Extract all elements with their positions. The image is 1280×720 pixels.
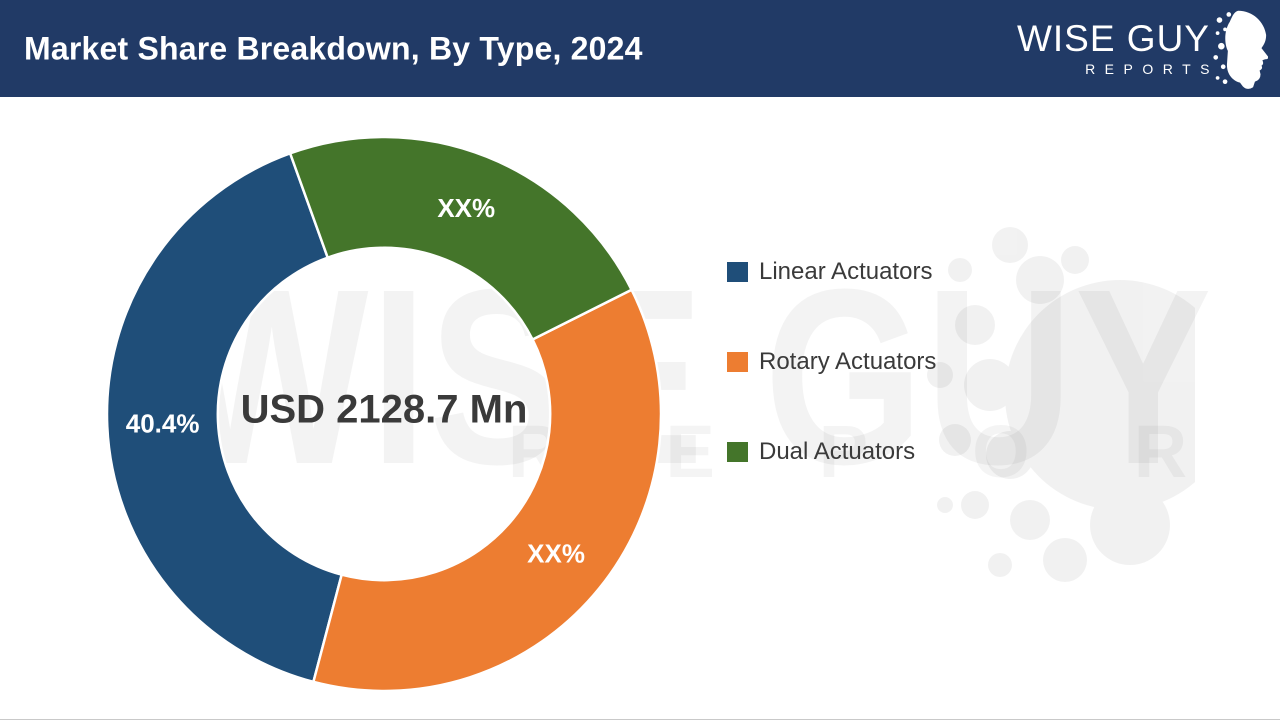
legend-swatch: [727, 262, 748, 282]
legend-swatch: [727, 352, 748, 372]
legend-label: Rotary Actuators: [759, 348, 937, 375]
logo-wordmark: WISE GUY: [1016, 18, 1210, 59]
donut-slice-rotary-actuators: [311, 288, 663, 693]
donut-slice-dual-actuators: [288, 135, 634, 342]
logo-subtitle: REPORTS: [1085, 61, 1219, 77]
chart-legend: Linear Actuators Rotary Actuators Dual Act…: [727, 257, 936, 527]
legend-item-rotary-actuators: Rotary Actuators: [727, 347, 936, 377]
legend-label: Dual Actuators: [759, 438, 916, 465]
page-title: Market Share Breakdown, By Type, 2024: [24, 30, 643, 66]
donut-slice-linear-actuators: [105, 151, 344, 684]
legend-item-dual-actuators: Dual Actuators: [727, 437, 936, 467]
legend-swatch: [727, 442, 748, 462]
header-bar: Market Share Breakdown, By Type, 2024 WI…: [0, 0, 1280, 97]
slice-label-rotary-actuators: XX%: [527, 539, 585, 569]
legend-label: Linear Actuators: [759, 258, 933, 285]
logo-face-icon: [1213, 10, 1268, 89]
chart-center-value: USD 2128.7 Mn: [240, 387, 528, 432]
donut-chart: 40.4% XX% XX%: [105, 135, 663, 693]
watermark-dot-face: [927, 227, 1195, 582]
wise-guy-reports-logo: WISE GUY REPORTS: [1016, 4, 1268, 94]
legend-item-linear-actuators: Linear Actuators: [727, 257, 936, 287]
slice-label-dual-actuators: XX%: [437, 193, 495, 223]
logo-text: WISE GUY REPORTS: [1017, 20, 1210, 77]
slice-label-linear-actuators: 40.4%: [126, 409, 200, 439]
